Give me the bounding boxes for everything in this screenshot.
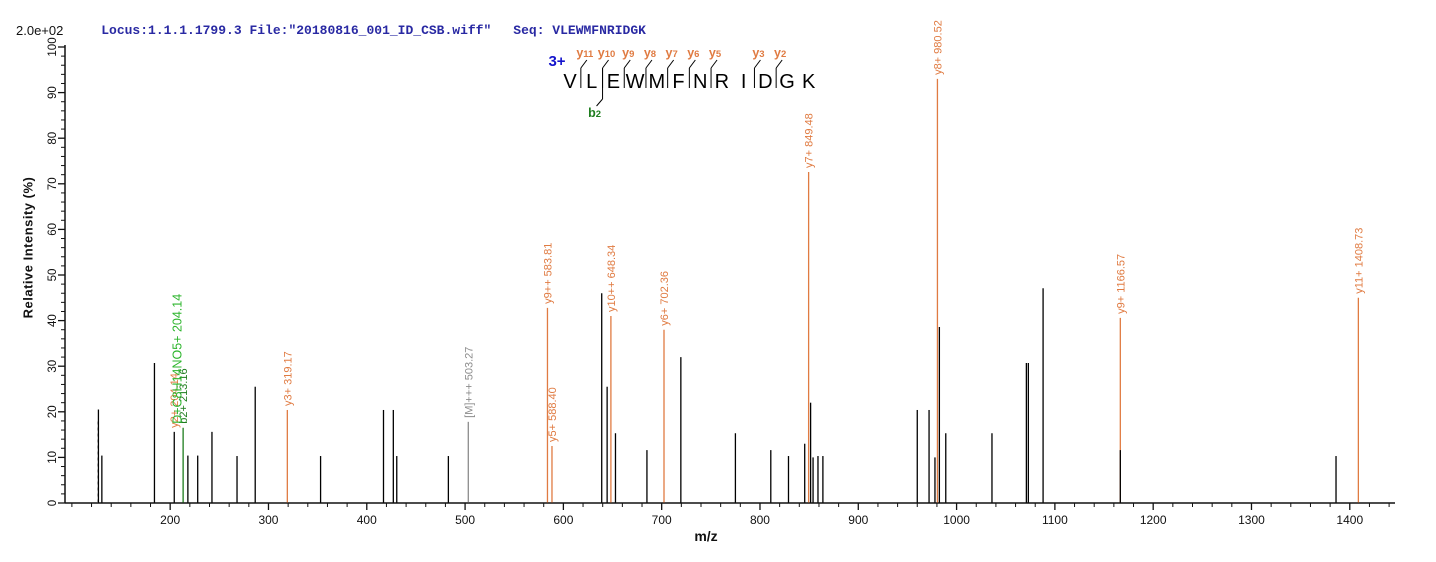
y-tick-label: 60: [47, 223, 59, 236]
x-tick-label: 700: [652, 513, 672, 527]
ion-label: y10: [598, 46, 616, 60]
ion-label: y6: [687, 46, 699, 60]
residue-letter: V: [563, 71, 577, 93]
residue-letter: G: [779, 71, 795, 93]
y-ion-cut-diagonal: [710, 59, 718, 69]
peak-label: y6+ 702.36: [659, 271, 671, 326]
y-ion-cut-diagonal: [754, 59, 761, 69]
y-tick-label: 10: [47, 451, 59, 464]
intensity-scale-note: 2.0e+02: [16, 23, 64, 38]
x-tick-label: 600: [553, 513, 573, 527]
x-axis-title: m/z: [694, 528, 718, 544]
residue-letter: E: [607, 71, 620, 93]
y-tick-label: 70: [47, 177, 59, 190]
x-tick-label: 800: [750, 513, 770, 527]
peak-label: b2+ 213.16: [178, 368, 190, 423]
sequence-text: Seq: VLEWMFNRIDGK: [513, 23, 646, 38]
ion-label: y11: [576, 46, 594, 60]
peak-label: y7+ 849.48: [804, 113, 816, 168]
x-tick-label: 1200: [1140, 513, 1167, 527]
x-tick-label: 400: [357, 513, 377, 527]
x-tick-label: 1400: [1336, 513, 1363, 527]
x-tick-label: 1300: [1238, 513, 1265, 527]
y-tick-label: 90: [47, 86, 59, 99]
x-tick-label: 200: [160, 513, 180, 527]
peak-label: [M]+++ 503.27: [463, 347, 475, 418]
peak-label: y2+ 204.14: [169, 373, 181, 428]
y-ion-cut-diagonal: [602, 59, 609, 69]
residue-letter: R: [715, 71, 729, 93]
x-tick-label: 1100: [1042, 513, 1068, 527]
residue-letter: D: [758, 71, 772, 93]
y-tick-label: 20: [47, 405, 59, 418]
spectrum-header: Locus:1.1.1.1799.3 File:"20180816_001_ID…: [70, 8, 646, 53]
residue-letter: L: [586, 71, 597, 93]
residue-letter: I: [741, 71, 747, 93]
residue-letter: N: [693, 71, 707, 93]
ion-label: b2: [588, 106, 601, 120]
y-ion-cut-diagonal: [775, 59, 783, 69]
extra-peak-label: D+C8H14NO5+ 204.14: [171, 294, 185, 424]
y-tick-label: 0: [47, 500, 59, 506]
y-tick-label: 100: [47, 37, 59, 56]
x-tick-label: 300: [258, 513, 278, 527]
y-ion-cut-diagonal: [645, 59, 653, 69]
y-tick-label: 50: [47, 269, 59, 282]
x-tick-label: 500: [455, 513, 475, 527]
b-ion-cut-diagonal: [596, 98, 603, 107]
peak-label: y9++ 583.81: [542, 243, 554, 304]
ion-label: y7: [666, 46, 678, 60]
peak-label: y8+ 980.52: [932, 20, 944, 75]
ion-label: y3: [752, 46, 764, 60]
residue-letter: K: [802, 71, 816, 93]
y-tick-label: 30: [47, 360, 59, 373]
y-ion-cut-diagonal: [580, 59, 588, 69]
y-tick-label: 40: [47, 314, 59, 327]
x-tick-label: 900: [848, 513, 868, 527]
y-ion-cut-diagonal: [623, 59, 631, 69]
peak-label: y11+ 1408.73: [1353, 228, 1365, 294]
residue-letter: F: [672, 71, 684, 93]
precursor-charge-label: 3+: [548, 53, 565, 70]
ion-label: y8: [644, 46, 656, 60]
ion-label: y5: [709, 46, 722, 60]
ion-label: y2: [774, 46, 786, 60]
x-tick-label: 1000: [943, 513, 970, 527]
residue-letter: W: [626, 71, 645, 93]
peak-label: y10++ 648.34: [606, 245, 618, 312]
y-ion-cut-diagonal: [667, 59, 675, 69]
locus-file-text: Locus:1.1.1.1799.3 File:"20180816_001_ID…: [101, 23, 492, 38]
y-tick-label: 80: [47, 132, 59, 145]
ion-label: y9: [622, 46, 634, 60]
peak-label: y9+ 1166.57: [1115, 254, 1127, 314]
y-ion-cut-diagonal: [688, 59, 696, 69]
peak-label: y5+ 588.40: [547, 387, 559, 442]
residue-letter: M: [648, 71, 665, 93]
peak-label: y3+ 319.17: [282, 351, 294, 406]
